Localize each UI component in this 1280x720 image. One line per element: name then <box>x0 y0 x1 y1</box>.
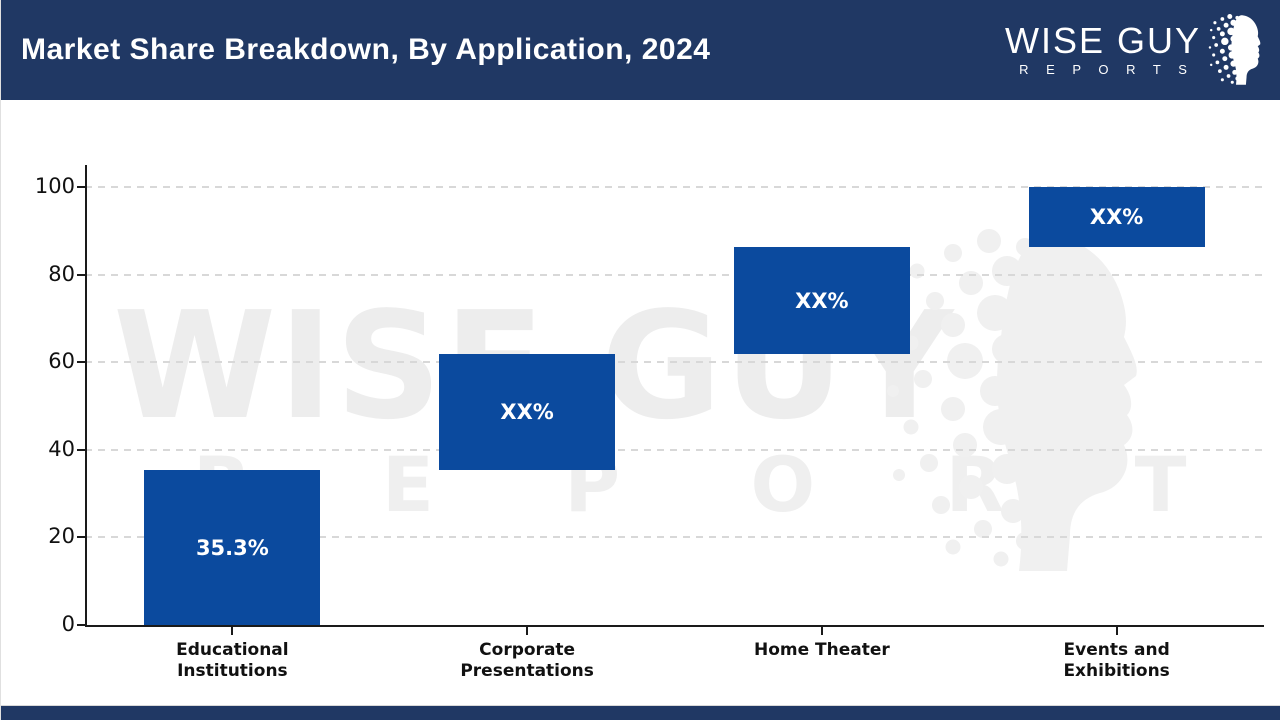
x-axis-line <box>85 625 1264 627</box>
category-label-educational-institutions: Educational Institutions <box>112 640 352 683</box>
waterfall-chart: 0 20 40 60 80 100 35.3% Educational Institution… <box>1 100 1280 706</box>
category-label-text: Corporate Presentations <box>460 640 594 682</box>
footer-bar <box>1 705 1280 720</box>
y-axis-line <box>85 165 87 627</box>
y-tick-label: 0 <box>61 612 75 636</box>
bar-value-label: 35.3% <box>195 535 269 560</box>
bar-corporate-presentations: XX% <box>439 354 616 471</box>
brand-name: WISE GUY <box>1004 20 1201 61</box>
category-label-text: Educational Institutions <box>176 640 289 682</box>
y-tick-label: 60 <box>48 349 75 374</box>
y-tick <box>77 186 85 188</box>
brand-text: WISE GUY R E P O R T S <box>1004 20 1201 78</box>
x-tick <box>231 627 234 635</box>
y-tick-label: 80 <box>48 261 75 286</box>
gridline <box>85 273 1264 276</box>
y-tick <box>77 624 85 626</box>
bar-value-label: XX% <box>500 400 554 425</box>
x-tick <box>1115 627 1118 635</box>
y-tick <box>77 448 85 451</box>
page-title: Market Share Breakdown, By Application, … <box>21 33 711 66</box>
category-label-text: Home Theater <box>753 640 890 660</box>
dot-head-logo-icon <box>1208 14 1261 85</box>
brand-logo: WISE GUY R E P O R T S <box>1005 6 1267 94</box>
bar-events-and-exhibitions: XX% <box>1028 187 1205 248</box>
bar-home-theater: XX% <box>733 247 910 355</box>
gridline <box>85 361 1264 364</box>
y-tick <box>77 273 85 276</box>
x-tick <box>820 627 823 635</box>
gridline <box>85 186 1264 188</box>
category-label-home-theater: Home Theater <box>702 640 942 661</box>
y-tick <box>77 536 85 539</box>
y-tick <box>77 361 85 364</box>
gridline <box>85 448 1264 451</box>
y-tick-label: 40 <box>48 436 75 461</box>
category-label-text: Events and Exhibitions <box>1063 640 1170 682</box>
category-label-corporate-presentations: Corporate Presentations <box>407 640 647 683</box>
header-bar: Market Share Breakdown, By Application, … <box>1 0 1280 100</box>
category-label-events-and-exhibitions: Events and Exhibitions <box>997 640 1237 683</box>
y-tick-label: 100 <box>34 174 75 198</box>
gridline <box>85 536 1264 539</box>
bar-educational-institutions: 35.3% <box>144 470 321 625</box>
bar-value-label: XX% <box>1089 205 1144 230</box>
bar-value-label: XX% <box>795 288 849 313</box>
y-tick-label: 20 <box>48 524 75 549</box>
x-tick <box>526 627 529 635</box>
brand-subtitle: R E P O R T S <box>1019 62 1194 77</box>
